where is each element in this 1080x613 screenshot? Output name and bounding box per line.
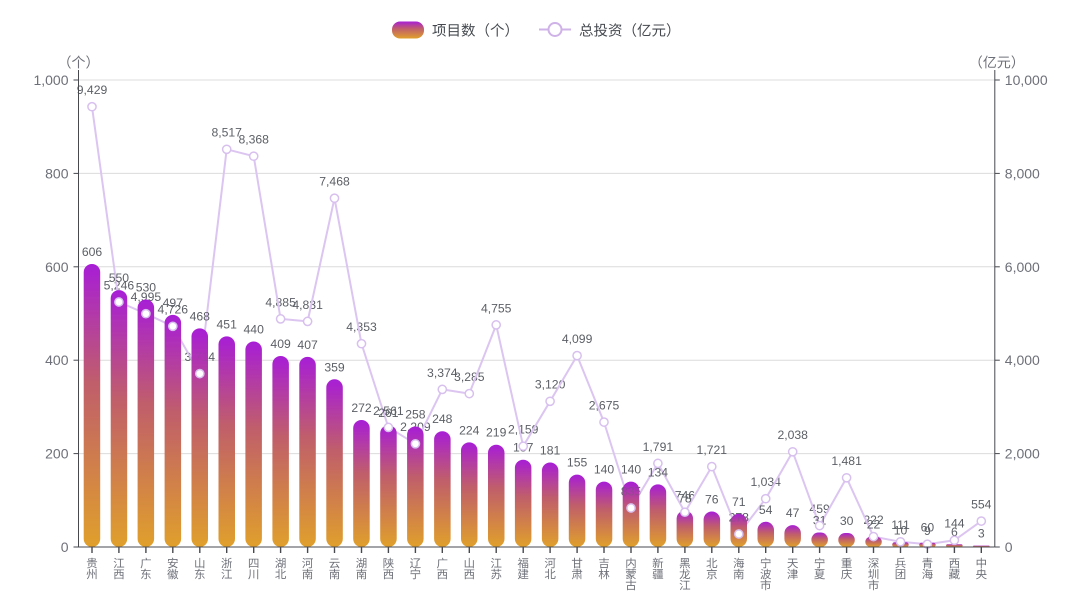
svg-text:5,246: 5,246: [104, 278, 135, 292]
svg-text:219: 219: [486, 426, 507, 440]
svg-text:1,034: 1,034: [750, 475, 781, 489]
svg-text:3,374: 3,374: [427, 366, 458, 380]
svg-text:606: 606: [82, 245, 103, 259]
svg-text:7,468: 7,468: [319, 175, 350, 189]
svg-text:407: 407: [297, 338, 318, 352]
svg-text:0: 0: [1005, 539, 1013, 555]
svg-text:140: 140: [621, 463, 642, 477]
svg-text:2,038: 2,038: [777, 428, 808, 442]
svg-text:78: 78: [678, 492, 692, 506]
svg-text:71: 71: [732, 495, 746, 509]
svg-text:530: 530: [136, 281, 157, 295]
svg-text:497: 497: [163, 296, 184, 310]
svg-text:2,561: 2,561: [373, 404, 404, 418]
svg-text:2,675: 2,675: [589, 399, 620, 413]
svg-text:30: 30: [840, 514, 854, 528]
svg-text:359: 359: [324, 360, 345, 374]
svg-text:409: 409: [270, 337, 291, 351]
svg-text:451: 451: [217, 317, 238, 331]
svg-text:746: 746: [675, 489, 696, 503]
svg-text:47: 47: [786, 506, 800, 520]
svg-text:554: 554: [971, 498, 992, 512]
svg-text:0: 0: [61, 539, 69, 555]
svg-text:54: 54: [759, 503, 773, 517]
svg-text:468: 468: [190, 309, 211, 323]
svg-text:8,517: 8,517: [211, 126, 242, 140]
svg-text:22: 22: [867, 518, 881, 532]
svg-text:261: 261: [378, 406, 399, 420]
svg-text:4,000: 4,000: [1005, 352, 1040, 368]
svg-text:4,831: 4,831: [292, 298, 323, 312]
svg-text:4,995: 4,995: [131, 290, 162, 304]
svg-text:3: 3: [978, 527, 985, 541]
svg-text:1,000: 1,000: [33, 72, 68, 88]
svg-text:111: 111: [891, 518, 910, 532]
svg-text:224: 224: [459, 423, 480, 437]
svg-text:6,000: 6,000: [1005, 259, 1040, 275]
svg-text:400: 400: [45, 352, 69, 368]
svg-text:60: 60: [921, 521, 935, 535]
svg-text:3,285: 3,285: [454, 370, 485, 384]
svg-text:4,885: 4,885: [265, 295, 296, 309]
svg-text:140: 140: [594, 463, 615, 477]
svg-text:248: 248: [432, 412, 453, 426]
svg-text:9,429: 9,429: [77, 83, 108, 97]
svg-text:1,721: 1,721: [697, 443, 728, 457]
svg-text:134: 134: [648, 465, 669, 479]
svg-text:835: 835: [621, 484, 642, 498]
svg-text:440: 440: [244, 323, 265, 337]
svg-text:258: 258: [405, 408, 426, 422]
svg-text:4,755: 4,755: [481, 301, 512, 315]
svg-text:200: 200: [45, 446, 69, 462]
svg-text:278: 278: [729, 510, 750, 524]
svg-text:4,726: 4,726: [158, 303, 189, 317]
svg-text:3,714: 3,714: [185, 350, 216, 364]
svg-text:10: 10: [894, 523, 908, 537]
svg-text:8,000: 8,000: [1005, 165, 1040, 181]
svg-text:550: 550: [109, 271, 130, 285]
svg-text:2,000: 2,000: [1005, 446, 1040, 462]
svg-text:4,353: 4,353: [346, 320, 377, 334]
svg-text:10,000: 10,000: [1005, 72, 1048, 88]
svg-text:144: 144: [944, 517, 965, 531]
svg-text:4,099: 4,099: [562, 332, 593, 346]
svg-text:600: 600: [45, 259, 69, 275]
svg-text:6: 6: [951, 525, 958, 539]
svg-text:76: 76: [705, 493, 719, 507]
svg-text:1,481: 1,481: [831, 454, 862, 468]
svg-text:272: 272: [351, 401, 372, 415]
svg-text:8,368: 8,368: [238, 133, 269, 147]
svg-text:1,791: 1,791: [643, 440, 674, 454]
svg-text:181: 181: [540, 444, 561, 458]
svg-text:800: 800: [45, 165, 69, 181]
svg-text:9: 9: [924, 524, 931, 538]
svg-text:155: 155: [567, 456, 588, 470]
